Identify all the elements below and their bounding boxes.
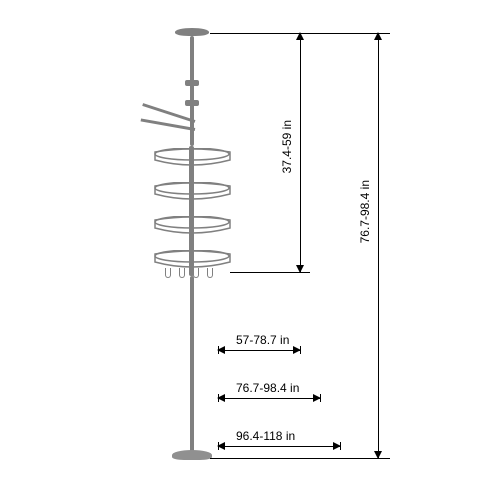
shelf-2: [150, 182, 235, 204]
shelf-3: [150, 216, 235, 238]
dim-ext2: [218, 398, 320, 399]
pole-joint: [185, 100, 199, 106]
tick: [340, 442, 341, 450]
tick: [300, 346, 301, 354]
pole-joint: [185, 80, 199, 86]
pole-base-cap: [172, 450, 212, 460]
shelf-1: [150, 148, 235, 170]
towel-hanger: [140, 120, 200, 145]
dim-upper-section: [300, 33, 301, 272]
dim-ext2-label: 76.7-98.4 in: [236, 381, 299, 395]
pole-segment-lower: [190, 276, 194, 452]
tick: [218, 346, 219, 354]
tick: [320, 394, 321, 402]
hooks-row: [165, 268, 220, 280]
dimension-diagram: 37.4-59 in 76.7-98.4 in 57-78.7 in 76.7-…: [0, 0, 500, 500]
dim-ext1: [218, 350, 300, 351]
dim-total-height: [378, 33, 379, 458]
tick: [218, 442, 219, 450]
dim-total-label: 76.7-98.4 in: [358, 180, 372, 243]
dim-ext3-label: 96.4-118 in: [236, 429, 295, 443]
dim-ext3: [218, 446, 340, 447]
pole-top-cap: [175, 28, 209, 36]
dim-upper-label: 37.4-59 in: [280, 120, 294, 173]
dim-ext1-label: 57-78.7 in: [236, 333, 289, 347]
ext-line-bottom: [210, 458, 390, 459]
tick: [218, 394, 219, 402]
